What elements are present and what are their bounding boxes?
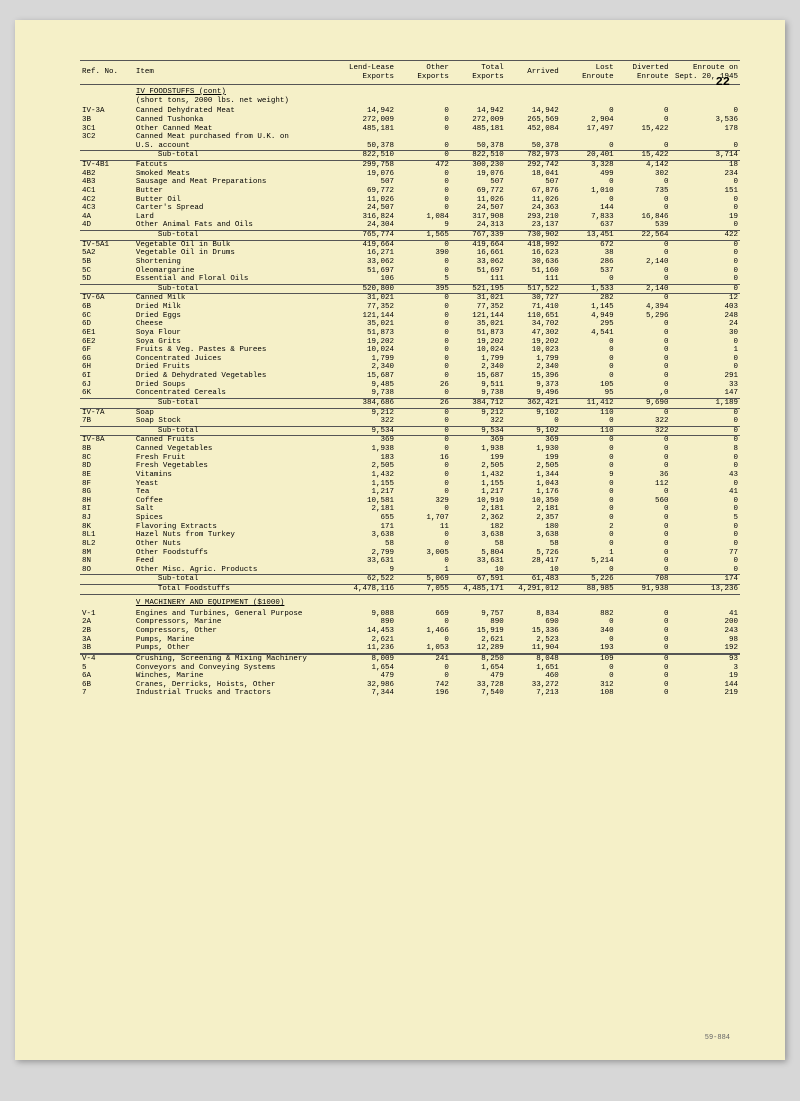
header-cell: Item — [134, 61, 341, 85]
header-cell: DivertedEnroute — [616, 61, 671, 85]
table-row: 5BShortening33,062033,06230,6362862,1400 — [80, 258, 740, 267]
table-row: 6KConcentrated Cereals9,73809,7389,49695… — [80, 389, 740, 398]
table-row: 8L1Hazel Nuts from Turkey3,63803,6383,63… — [80, 531, 740, 540]
header-cell: Ref. No. — [80, 61, 134, 85]
table-row: 8GTea1,21701,2171,1760041 — [80, 488, 740, 497]
table-row: IV-5A1Vegetable Oil in Bulk419,6640419,6… — [80, 240, 740, 249]
table-row: 4DOther Animal Fats and Oils24,304924,31… — [80, 221, 740, 230]
table-row: 6BCranes, Derricks, Hoists, Other32,9867… — [80, 681, 740, 690]
table-row: 4B2Smoked Meats19,076019,07618,041499302… — [80, 170, 740, 179]
table-row: 3C1Other Canned Meat485,1810485,181452,0… — [80, 125, 740, 134]
table-row: 4C1Butter69,772069,77267,8761,010735151 — [80, 187, 740, 196]
table-row: 6IDried & Dehydrated Vegetables15,687015… — [80, 372, 740, 381]
table-row: 7BSoap Stock3220322003220 — [80, 417, 740, 426]
table-row: 8KFlavoring Extracts17111182180200 — [80, 523, 740, 532]
table-row: 7Industrial Trucks and Tractors7,3441967… — [80, 689, 740, 698]
table-row: 4ALard316,8241,084317,908293,2107,83316,… — [80, 213, 740, 222]
table-row: 6BDried Milk77,352077,35271,4101,1454,39… — [80, 303, 740, 312]
table-row: IV-7ASoap9,21209,2129,10211000 — [80, 408, 740, 417]
header-cell: Lend-LeaseExports — [341, 61, 396, 85]
table-row: IV-4B1Fatcuts299,758472300,230292,7423,3… — [80, 161, 740, 170]
table-row: 6FFruits & Veg. Pastes & Purees10,024010… — [80, 346, 740, 355]
subtotal-row: Sub-total9,53409,5349,1021103220 — [80, 426, 740, 436]
total-row: Total Foodstuffs4,478,1167,0554,485,1714… — [80, 585, 740, 595]
table-row: 8MOther Foodstuffs2,7993,0055,8045,72610… — [80, 549, 740, 558]
table-row: 4B3Sausage and Meat Preparations50705075… — [80, 178, 740, 187]
table-row: 5Conveyors and Conveying Systems1,65401,… — [80, 664, 740, 673]
table-row: 3C2Canned Meat purchased from U.K. on — [80, 133, 740, 142]
table-row: 4C2Butter Oil11,026011,02611,026000 — [80, 196, 740, 205]
table-body: IV FOODSTUFFS (cont)(short tons, 2000 lb… — [80, 85, 740, 699]
table-row: 2ACompressors, Marine890089069000200 — [80, 618, 740, 627]
subtotal-row: Sub-total822,5100822,510782,97320,40115,… — [80, 151, 740, 161]
section-title-row: V MACHINERY AND EQUIPMENT ($1000) — [80, 596, 740, 608]
table-row: 8EVitamins1,43201,4321,34493643 — [80, 471, 740, 480]
doc-code: 59-884 — [705, 1034, 730, 1042]
header-cell: OtherExports — [396, 61, 451, 85]
subtotal-row: Sub-total520,800395521,195517,5221,5332,… — [80, 284, 740, 294]
header-cell: LostEnroute — [561, 61, 616, 85]
table-row: 8HCoffee10,58132910,91010,35005600 — [80, 497, 740, 506]
table-row: 4C3Carter's Spread24,507024,50724,363144… — [80, 204, 740, 213]
table-row: 8ISalt2,18102,1812,181000 — [80, 505, 740, 514]
subtotal-row: Sub-total384,68626384,712362,42111,4129,… — [80, 398, 740, 408]
table-row: 8DFresh Vegetables2,50502,5052,505000 — [80, 462, 740, 471]
section-title-row: IV FOODSTUFFS (cont) — [80, 85, 740, 97]
table-row: 6GConcentrated Juices1,79901,7991,799000 — [80, 355, 740, 364]
table-row: 6E2Soya Grits19,202019,20219,202000 — [80, 338, 740, 347]
table-row: 8CFresh Fruit18316199199000 — [80, 454, 740, 463]
document-page: 22 59-884 Ref. No.ItemLend-LeaseExportsO… — [15, 20, 785, 1060]
table-row: 6JDried Soups9,485269,5119,373105033 — [80, 381, 740, 390]
table-row: 5DEssential and Floral Oils1065111111000 — [80, 275, 740, 284]
data-table: Ref. No.ItemLend-LeaseExportsOtherExport… — [80, 60, 740, 698]
table-row: 5A2Vegetable Oil in Drums16,27139016,661… — [80, 249, 740, 258]
table-row: 6CDried Eggs121,1440121,144110,6514,9495… — [80, 312, 740, 321]
table-row: 8NFeed33,631033,63128,4175,21400 — [80, 557, 740, 566]
table-row: IV-8ACanned Fruits3690369369000 — [80, 436, 740, 445]
table-row: 3BCanned Tushonka272,0090272,009265,5692… — [80, 116, 740, 125]
header-cell: TotalExports — [451, 61, 506, 85]
table-row: 6DCheese35,021035,02134,702295024 — [80, 320, 740, 329]
page-number: 22 — [716, 75, 730, 89]
table-row: 8FYeast1,15501,1551,04301120 — [80, 480, 740, 489]
table-row: 3BPumps, Other11,2361,05312,28911,904193… — [80, 644, 740, 653]
table-row: 6E1Soya Flour51,873051,87347,3024,541030 — [80, 329, 740, 338]
header-cell: Arrived — [506, 61, 561, 85]
table-row: V-1Engines and Turbines, General Purpose… — [80, 610, 740, 619]
table-row: 6HDried Fruits2,34002,3402,340000 — [80, 363, 740, 372]
subtotal-row: Sub-total765,7741,565767,339730,90213,45… — [80, 231, 740, 241]
table-row: 6AWinches, Marine47904794600019 — [80, 672, 740, 681]
subtotal-row: Sub-total62,5225,06967,59161,4835,226708… — [80, 575, 740, 585]
table-row: IV-6ACanned Milk31,021031,02130,72728201… — [80, 294, 740, 303]
table-row: 5COleomargarine51,697051,69751,16053700 — [80, 267, 740, 276]
table-row: 2BCompressors, Other14,4531,46615,91915,… — [80, 627, 740, 636]
table-row: 8L2Other Nuts5805858000 — [80, 540, 740, 549]
section-sub-row: (short tons, 2000 lbs. net weight) — [80, 97, 740, 106]
table-header: Ref. No.ItemLend-LeaseExportsOtherExport… — [80, 61, 740, 85]
table-row: 8BCanned Vegetables1,93801,9381,930008 — [80, 445, 740, 454]
table-row: 3APumps, Marine2,62102,6212,5230098 — [80, 636, 740, 645]
table-row: V-4Crushing, Screening & Mixing Machiner… — [80, 654, 740, 663]
table-row: 8OOther Misc. Agric. Products911010000 — [80, 566, 740, 575]
table-row: IV-3ACanned Dehydrated Meat14,942014,942… — [80, 107, 740, 116]
table-row: U.S. account50,378050,37850,378000 — [80, 142, 740, 151]
table-row: 8JSpices6551,7072,3622,357005 — [80, 514, 740, 523]
